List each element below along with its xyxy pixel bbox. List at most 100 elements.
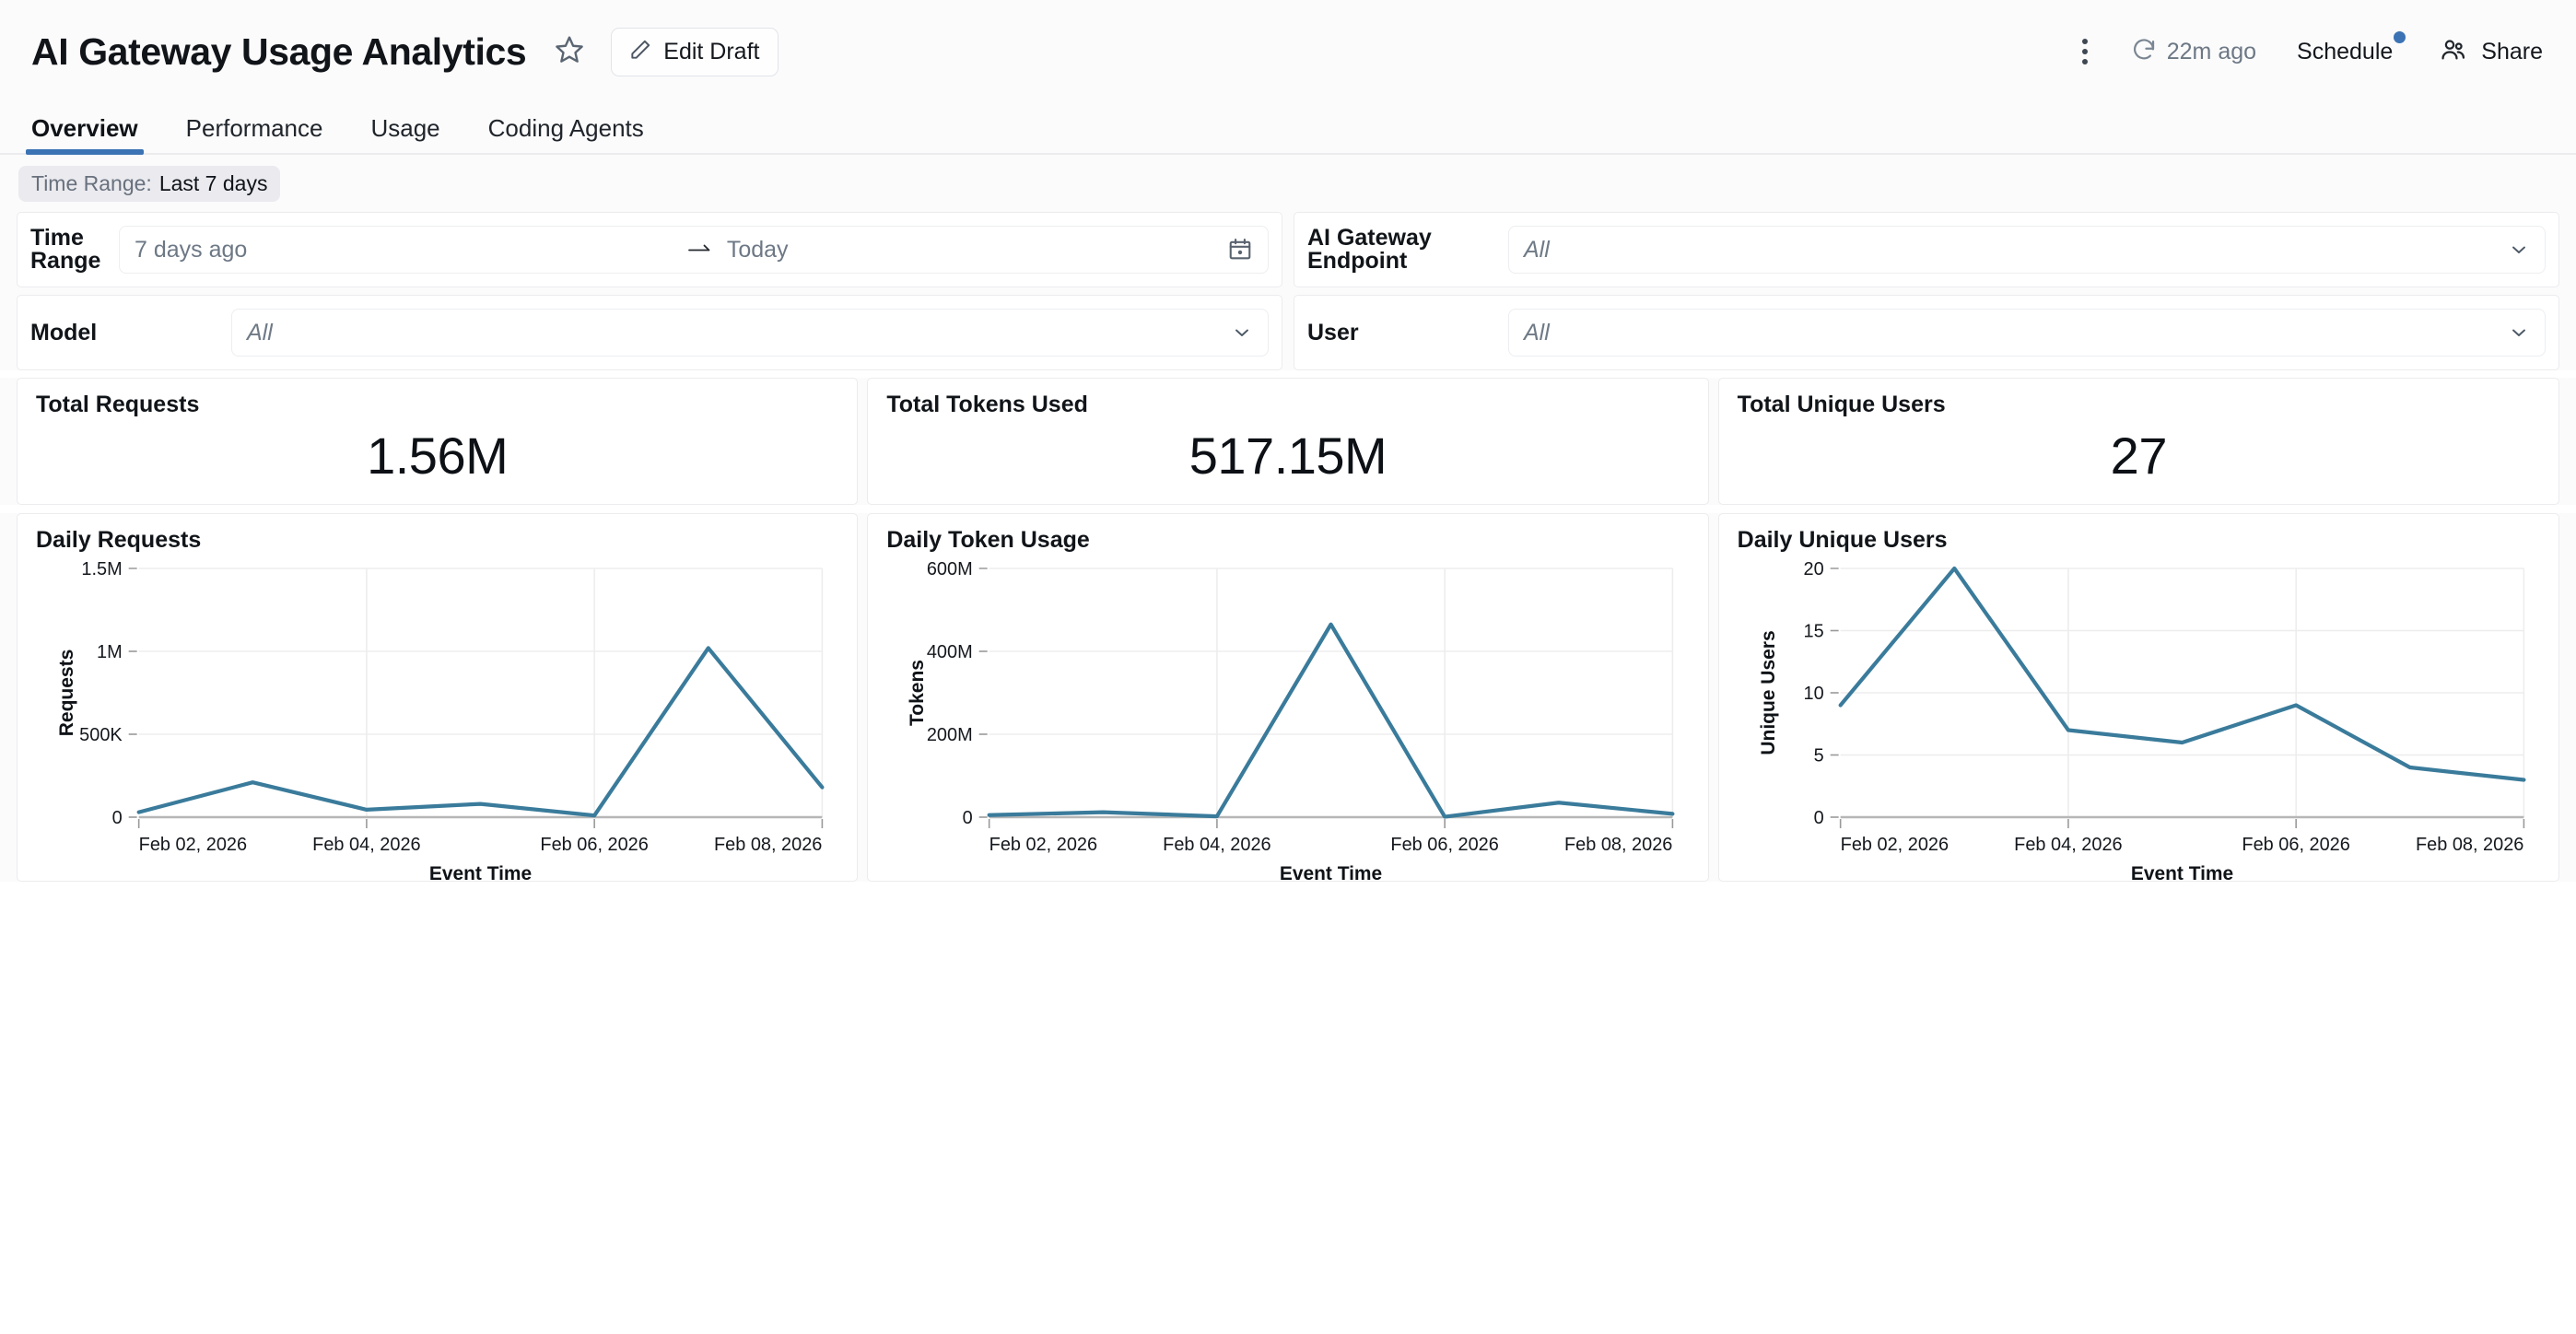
svg-text:10: 10 bbox=[1803, 684, 1823, 704]
kpi-card-total-tokens-used: Total Tokens Used 517.15M bbox=[867, 378, 1709, 505]
chart-card-daily-requests: Daily Requests 0 500K 1M 1.5M Feb 02, 2026 Fe… bbox=[17, 513, 859, 882]
svg-text:Requests: Requests bbox=[56, 649, 77, 736]
active-filters-bar: Time Range: Last 7 days bbox=[0, 155, 2576, 212]
filter-time-range: Time Range 7 days ago Today bbox=[17, 212, 1282, 287]
filter-panel: Time Range 7 days ago Today bbox=[0, 212, 2576, 370]
arrow-right-icon bbox=[686, 239, 714, 262]
more-options-button[interactable] bbox=[2065, 30, 2105, 73]
svg-text:Feb 04, 2026: Feb 04, 2026 bbox=[312, 835, 420, 855]
filter-model-label: Model bbox=[30, 319, 98, 345]
svg-text:1M: 1M bbox=[97, 642, 123, 662]
time-range-chip-label: Time Range: bbox=[31, 170, 152, 195]
svg-text:400M: 400M bbox=[927, 642, 973, 662]
app-header: AI Gateway Usage Analytics Edit Draft bbox=[0, 0, 2576, 103]
svg-text:Event Time: Event Time bbox=[1280, 863, 1382, 882]
daily-token-usage-line-chart[interactable]: 0 200M 400M 600M Feb 02, 2026 Feb 04, 2026 Feb… bbox=[886, 556, 1694, 882]
pencil-icon bbox=[628, 38, 652, 66]
svg-text:Feb 02, 2026: Feb 02, 2026 bbox=[139, 835, 247, 855]
favorite-star-button[interactable] bbox=[550, 32, 589, 71]
star-outline-icon bbox=[554, 34, 585, 70]
svg-text:Event Time: Event Time bbox=[429, 863, 532, 882]
schedule-button[interactable]: Schedule bbox=[2295, 30, 2406, 69]
svg-text:20: 20 bbox=[1803, 559, 1823, 579]
time-range-date-input[interactable]: 7 days ago Today bbox=[119, 226, 1269, 274]
time-range-chip-value: Last 7 days bbox=[158, 170, 268, 195]
filter-model: Model All bbox=[17, 295, 1282, 370]
page-title: AI Gateway Usage Analytics bbox=[31, 29, 527, 73]
user-select-value: All bbox=[1524, 319, 1550, 345]
header-right-group: 22m ago Schedule Share bbox=[2065, 30, 2543, 73]
kpi-title: Total Requests bbox=[36, 392, 200, 417]
chevron-down-icon bbox=[1231, 322, 1253, 344]
refresh-icon bbox=[2131, 37, 2157, 67]
svg-text:Feb 08, 2026: Feb 08, 2026 bbox=[714, 835, 822, 855]
svg-text:Feb 08, 2026: Feb 08, 2026 bbox=[2416, 835, 2523, 855]
last-refresh-label: 22m ago bbox=[2166, 38, 2257, 64]
filter-endpoint: AI Gateway Endpoint All bbox=[1294, 212, 2559, 287]
svg-text:15: 15 bbox=[1803, 621, 1823, 641]
time-range-chip[interactable]: Time Range: Last 7 days bbox=[18, 165, 281, 202]
calendar-icon[interactable] bbox=[1227, 237, 1253, 263]
edit-draft-label: Edit Draft bbox=[663, 38, 760, 64]
header-left-group: AI Gateway Usage Analytics Edit Draft bbox=[31, 27, 779, 76]
filter-user: User All bbox=[1294, 295, 2559, 370]
svg-text:Event Time: Event Time bbox=[2131, 863, 2233, 882]
svg-text:600M: 600M bbox=[927, 559, 973, 579]
tab-bar: Overview Performance Usage Coding Agents bbox=[0, 103, 2576, 155]
chart-title: Daily Requests bbox=[36, 527, 202, 553]
kpi-row: Total Requests 1.56M Total Tokens Used 5… bbox=[0, 378, 2576, 505]
time-range-end-value: Today bbox=[726, 236, 789, 263]
svg-text:0: 0 bbox=[112, 808, 123, 828]
edit-draft-button[interactable]: Edit Draft bbox=[611, 27, 779, 76]
svg-text:Feb 06, 2026: Feb 06, 2026 bbox=[2242, 835, 2349, 855]
tab-performance[interactable]: Performance bbox=[185, 114, 323, 142]
endpoint-select[interactable]: All bbox=[1508, 226, 2546, 274]
svg-text:Unique Users: Unique Users bbox=[1758, 630, 1779, 755]
svg-text:0: 0 bbox=[1813, 808, 1823, 828]
share-button[interactable]: Share bbox=[2439, 35, 2543, 69]
chart-card-daily-unique-users: Daily Unique Users 0 5 10 15 20 Feb 02, 2026 F… bbox=[1717, 513, 2559, 882]
kpi-value: 27 bbox=[2110, 427, 2168, 485]
share-label: Share bbox=[2481, 38, 2543, 64]
kpi-card-total-unique-users: Total Unique Users 27 bbox=[1717, 378, 2559, 505]
svg-text:1.5M: 1.5M bbox=[81, 559, 122, 579]
daily-unique-users-line-chart[interactable]: 0 5 10 15 20 Feb 02, 2026 Feb 04, 2026 Feb 06, … bbox=[1738, 556, 2546, 882]
svg-text:Feb 02, 2026: Feb 02, 2026 bbox=[1840, 835, 1948, 855]
kpi-card-total-requests: Total Requests 1.56M bbox=[17, 378, 859, 505]
time-range-start-value: 7 days ago bbox=[135, 236, 248, 263]
svg-text:Feb 06, 2026: Feb 06, 2026 bbox=[540, 835, 648, 855]
svg-text:Tokens: Tokens bbox=[907, 660, 928, 726]
endpoint-select-value: All bbox=[1524, 236, 1550, 263]
people-icon bbox=[2439, 35, 2468, 69]
kpi-value: 517.15M bbox=[1188, 427, 1388, 485]
user-select[interactable]: All bbox=[1508, 309, 2546, 357]
model-select-value: All bbox=[247, 319, 273, 345]
chevron-down-icon bbox=[2508, 239, 2530, 261]
schedule-notification-dot bbox=[2394, 30, 2406, 43]
tab-usage[interactable]: Usage bbox=[370, 114, 440, 142]
chart-title: Daily Unique Users bbox=[1737, 527, 1948, 553]
daily-requests-line-chart[interactable]: 0 500K 1M 1.5M Feb 02, 2026 Feb 04, 2026 Feb 0… bbox=[36, 556, 844, 882]
chart-card-daily-token-usage: Daily Token Usage 0 200M 400M 600M Feb 02, 2… bbox=[867, 513, 1709, 882]
svg-text:Feb 04, 2026: Feb 04, 2026 bbox=[2014, 835, 2122, 855]
filter-endpoint-label: AI Gateway Endpoint bbox=[1307, 225, 1432, 274]
svg-text:5: 5 bbox=[1813, 745, 1823, 766]
svg-text:200M: 200M bbox=[927, 725, 973, 745]
more-vertical-icon-dot bbox=[2081, 59, 2088, 64]
chart-title: Daily Token Usage bbox=[886, 527, 1090, 553]
chart-row: Daily Requests 0 500K 1M 1.5M Feb 02, 2026 Fe… bbox=[0, 513, 2576, 882]
filter-user-label: User bbox=[1307, 319, 1359, 345]
more-vertical-icon-dot bbox=[2081, 49, 2088, 54]
tab-coding-agents[interactable]: Coding Agents bbox=[487, 114, 644, 142]
kpi-title: Total Unique Users bbox=[1737, 392, 1946, 417]
refresh-button[interactable]: 22m ago bbox=[2131, 37, 2256, 67]
svg-text:Feb 08, 2026: Feb 08, 2026 bbox=[1564, 835, 1672, 855]
svg-text:Feb 02, 2026: Feb 02, 2026 bbox=[989, 835, 1097, 855]
svg-text:Feb 06, 2026: Feb 06, 2026 bbox=[1391, 835, 1499, 855]
tab-overview[interactable]: Overview bbox=[26, 116, 144, 155]
schedule-label: Schedule bbox=[2297, 38, 2394, 64]
svg-text:0: 0 bbox=[963, 808, 973, 828]
model-select[interactable]: All bbox=[231, 309, 1269, 357]
chevron-down-icon bbox=[2508, 322, 2530, 344]
more-vertical-icon-dot bbox=[2081, 39, 2088, 44]
